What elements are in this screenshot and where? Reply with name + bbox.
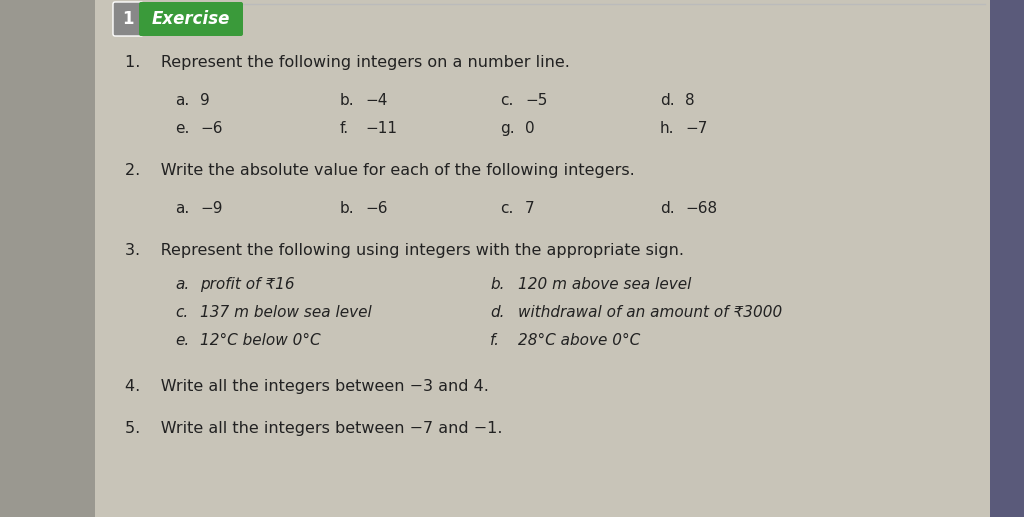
Text: a.: a. <box>175 201 189 216</box>
Text: 1.    Represent the following integers on a number line.: 1. Represent the following integers on a… <box>125 55 570 70</box>
Text: 3.    Represent the following using integers with the appropriate sign.: 3. Represent the following using integer… <box>125 243 684 258</box>
Text: −11: −11 <box>365 121 397 136</box>
Text: f.: f. <box>490 333 500 348</box>
Text: f.: f. <box>340 121 349 136</box>
Text: b.: b. <box>340 93 354 108</box>
Text: 7: 7 <box>525 201 535 216</box>
Text: c.: c. <box>500 93 513 108</box>
Text: e.: e. <box>175 333 189 348</box>
Text: 8: 8 <box>685 93 694 108</box>
Text: d.: d. <box>490 305 505 320</box>
Text: profit of ₹16: profit of ₹16 <box>200 277 295 292</box>
Text: e.: e. <box>175 121 189 136</box>
Text: withdrawal of an amount of ₹3000: withdrawal of an amount of ₹3000 <box>518 305 782 320</box>
Text: −68: −68 <box>685 201 717 216</box>
Text: −9: −9 <box>200 201 222 216</box>
Text: h.: h. <box>660 121 675 136</box>
Text: 9: 9 <box>200 93 210 108</box>
Text: 2.    Write the absolute value for each of the following integers.: 2. Write the absolute value for each of … <box>125 163 635 178</box>
Text: g.: g. <box>500 121 515 136</box>
Text: Exercise: Exercise <box>152 10 230 28</box>
Text: −6: −6 <box>200 121 222 136</box>
Text: d.: d. <box>660 201 675 216</box>
Text: 28°C above 0°C: 28°C above 0°C <box>518 333 640 348</box>
Text: 120 m above sea level: 120 m above sea level <box>518 277 691 292</box>
Bar <box>0 0 95 517</box>
Text: −5: −5 <box>525 93 548 108</box>
FancyBboxPatch shape <box>139 2 243 36</box>
Text: b.: b. <box>340 201 354 216</box>
Text: 1: 1 <box>122 10 134 28</box>
Text: −7: −7 <box>685 121 708 136</box>
Text: 4.    Write all the integers between −3 and 4.: 4. Write all the integers between −3 and… <box>125 379 488 394</box>
Text: 5.    Write all the integers between −7 and −1.: 5. Write all the integers between −7 and… <box>125 421 503 436</box>
Text: 12°C below 0°C: 12°C below 0°C <box>200 333 321 348</box>
Text: −6: −6 <box>365 201 387 216</box>
Text: c.: c. <box>500 201 513 216</box>
Text: 137 m below sea level: 137 m below sea level <box>200 305 372 320</box>
Text: a.: a. <box>175 277 189 292</box>
Text: a.: a. <box>175 93 189 108</box>
Text: −4: −4 <box>365 93 387 108</box>
Text: c.: c. <box>175 305 188 320</box>
FancyBboxPatch shape <box>113 2 143 36</box>
Bar <box>990 0 1024 517</box>
Text: 0: 0 <box>525 121 535 136</box>
Text: d.: d. <box>660 93 675 108</box>
Text: b.: b. <box>490 277 505 292</box>
